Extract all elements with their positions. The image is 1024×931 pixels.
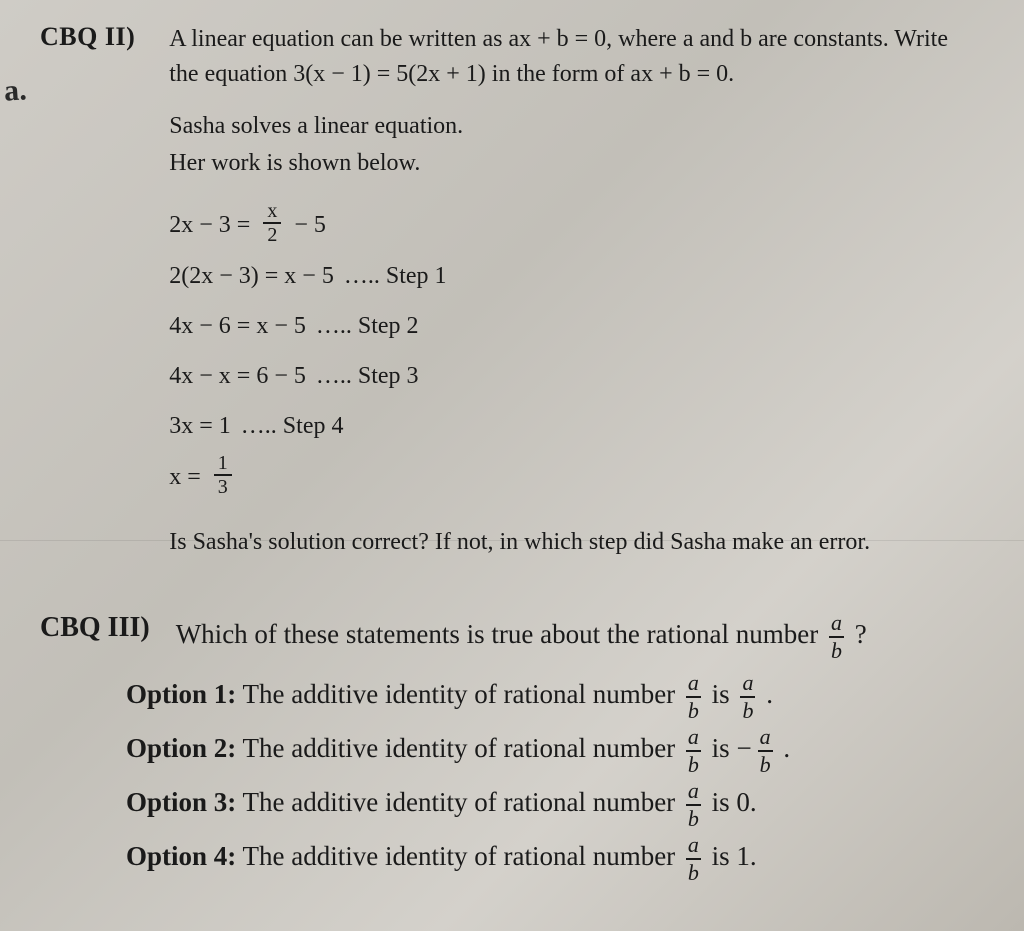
fraction-x-over-2: x 2 — [263, 201, 281, 245]
option-text-a: The additive identity of rational number — [243, 841, 682, 871]
option-text-b: is 1. — [712, 841, 757, 871]
cbq2-intro: A linear equation can be written as ax +… — [169, 22, 970, 92]
fraction-a-over-b: a b — [686, 780, 701, 830]
frac-num: 1 — [214, 453, 232, 476]
option-text-b: is 0. — [712, 787, 757, 817]
eq: 4x − 6 = x − 5 — [169, 305, 306, 347]
frac-den: b — [686, 752, 701, 776]
sasha-work: 2x − 3 = x 2 − 5 2(2x − 3) = x − 5 ….. S… — [169, 203, 970, 499]
cbq3-options: Option 1: The additive identity of ratio… — [126, 672, 970, 884]
paper-fold-line — [0, 540, 1024, 541]
frac-den: b — [686, 860, 701, 884]
sasha-line-2: Her work is shown below. — [169, 147, 970, 181]
work-step-4: 3x = 1 ….. Step 4 — [169, 405, 970, 447]
step-label: ….. Step 1 — [344, 255, 447, 297]
negative-sign: − — [736, 733, 751, 763]
frac-den: b — [829, 638, 844, 662]
frac-num: x — [263, 201, 281, 224]
option-text-a: The additive identity of rational number — [243, 679, 682, 709]
eq: 3x = 1 — [169, 405, 231, 447]
option-3: Option 3: The additive identity of ratio… — [126, 780, 970, 830]
fraction-a-over-b: a b — [829, 612, 844, 662]
option-1: Option 1: The additive identity of ratio… — [126, 672, 970, 722]
fraction-a-over-b: a b — [740, 672, 755, 722]
frac-num: a — [686, 834, 701, 860]
frac-num: a — [686, 726, 701, 752]
margin-annotation: a. — [3, 73, 28, 108]
cbq3-label: CBQ III) — [40, 612, 150, 644]
option-label: Option 4: — [126, 841, 236, 871]
cbq3-question: Which of these statements is true about … — [176, 612, 970, 662]
cbq3-body: Which of these statements is true about … — [176, 612, 970, 662]
work-step-1: 2(2x − 3) = x − 5 ….. Step 1 — [169, 255, 970, 297]
option-label: Option 1: — [126, 679, 236, 709]
option-text-a: The additive identity of rational number — [243, 787, 682, 817]
fraction-a-over-b: a b — [686, 672, 701, 722]
eq-right: − 5 — [294, 204, 326, 246]
frac-den: b — [758, 752, 773, 776]
cbq2-question: Is Sasha's solution correct? If not, in … — [169, 529, 970, 556]
frac-den: 3 — [214, 476, 232, 497]
step-label: ….. Step 2 — [316, 305, 419, 347]
option-label: Option 3: — [126, 787, 236, 817]
work-step-3: 4x − x = 6 − 5 ….. Step 3 — [169, 355, 970, 397]
q-suffix: ? — [855, 619, 867, 649]
q-prefix: Which of these statements is true about … — [176, 619, 825, 649]
frac-den: b — [686, 806, 701, 830]
option-text-b: is — [712, 733, 737, 763]
frac-num: a — [758, 726, 773, 752]
sasha-line-1: Sasha solves a linear equation. — [169, 110, 970, 144]
cbq2-body: A linear equation can be written as ax +… — [169, 22, 970, 556]
fraction-1-over-3: 1 3 — [214, 453, 232, 497]
eq: 4x − x = 6 − 5 — [169, 355, 306, 397]
fraction-a-over-b: a b — [758, 726, 773, 776]
option-text-b: is — [712, 679, 737, 709]
work-line-original: 2x − 3 = x 2 − 5 — [169, 203, 970, 247]
frac-num: a — [686, 780, 701, 806]
step-label: ….. Step 3 — [316, 355, 419, 397]
frac-num: a — [686, 672, 701, 698]
eq: 2(2x − 3) = x − 5 — [169, 255, 334, 297]
option-text-c: . — [766, 679, 773, 709]
step-label: ….. Step 4 — [241, 405, 344, 447]
frac-den: 2 — [263, 224, 281, 245]
option-text-a: The additive identity of rational number — [243, 733, 682, 763]
fraction-a-over-b: a b — [686, 726, 701, 776]
worksheet-page: a. CBQ II) A linear equation can be writ… — [0, 0, 1024, 931]
eq-left: 2x − 3 = — [169, 204, 250, 246]
frac-num: a — [740, 672, 755, 698]
option-label: Option 2: — [126, 733, 236, 763]
option-4: Option 4: The additive identity of ratio… — [126, 834, 970, 884]
eq-left: x = — [169, 456, 201, 498]
frac-den: b — [686, 698, 701, 722]
cbq2-block: CBQ II) A linear equation can be written… — [40, 22, 970, 556]
cbq2-label: CBQ II) — [40, 22, 135, 52]
frac-den: b — [740, 698, 755, 722]
work-final: x = 1 3 — [169, 455, 970, 499]
fraction-a-over-b: a b — [686, 834, 701, 884]
option-text-c: . — [783, 733, 790, 763]
work-step-2: 4x − 6 = x − 5 ….. Step 2 — [169, 305, 970, 347]
option-2: Option 2: The additive identity of ratio… — [126, 726, 970, 776]
cbq3-block: CBQ III) Which of these statements is tr… — [40, 612, 970, 662]
frac-num: a — [829, 612, 844, 638]
